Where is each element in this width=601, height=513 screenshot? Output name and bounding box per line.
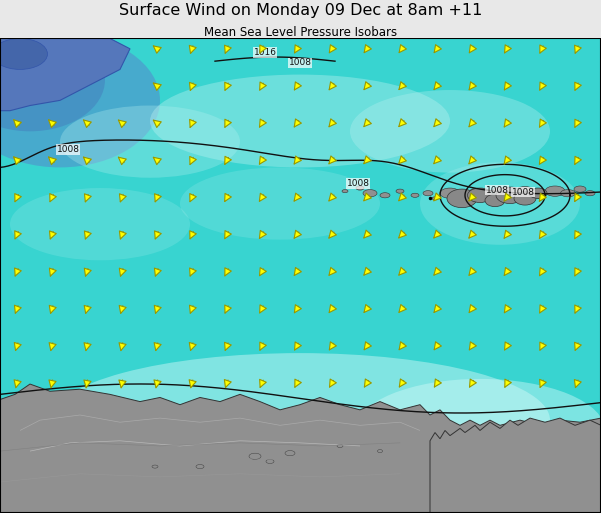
Ellipse shape [0,33,160,167]
Text: 1008: 1008 [511,188,534,196]
Ellipse shape [411,193,419,198]
Text: 1008: 1008 [486,186,508,194]
Ellipse shape [152,465,158,468]
Ellipse shape [440,188,460,199]
Ellipse shape [509,193,519,198]
Polygon shape [0,38,130,111]
Text: 1008: 1008 [347,179,370,188]
Ellipse shape [482,192,494,199]
Ellipse shape [342,190,348,193]
Ellipse shape [485,194,505,207]
Ellipse shape [574,186,586,192]
Text: 1016: 1016 [254,48,276,57]
Ellipse shape [468,188,492,203]
Ellipse shape [266,459,274,463]
Text: Mean Sea Level Pressure Isobars: Mean Sea Level Pressure Isobars [204,26,397,39]
Ellipse shape [514,192,536,205]
Polygon shape [0,384,601,513]
Ellipse shape [496,187,524,204]
Ellipse shape [10,188,190,260]
Ellipse shape [396,189,404,193]
Ellipse shape [432,197,438,200]
Ellipse shape [0,38,47,69]
Ellipse shape [196,464,204,469]
Ellipse shape [180,167,380,240]
Ellipse shape [363,190,377,197]
Ellipse shape [423,191,433,196]
Ellipse shape [377,449,382,452]
Ellipse shape [516,187,534,196]
Text: Surface Wind on Monday 09 Dec at 8am +11: Surface Wind on Monday 09 Dec at 8am +11 [119,3,482,18]
Ellipse shape [534,192,546,199]
Ellipse shape [60,106,240,177]
Ellipse shape [356,186,364,190]
Ellipse shape [529,188,547,199]
Ellipse shape [0,28,105,131]
Text: 1008: 1008 [56,145,79,154]
Ellipse shape [249,453,261,459]
Polygon shape [430,418,601,513]
Ellipse shape [459,192,471,199]
Ellipse shape [447,189,477,208]
Ellipse shape [545,186,565,196]
Ellipse shape [420,162,580,245]
Ellipse shape [285,450,295,456]
Ellipse shape [492,187,507,195]
Ellipse shape [355,379,601,482]
Text: 1008: 1008 [288,58,311,67]
Ellipse shape [337,444,343,447]
Ellipse shape [585,191,595,196]
Ellipse shape [50,353,550,487]
Ellipse shape [350,90,550,172]
Ellipse shape [380,193,390,198]
Ellipse shape [150,74,450,167]
Ellipse shape [561,190,576,197]
Ellipse shape [470,189,480,194]
